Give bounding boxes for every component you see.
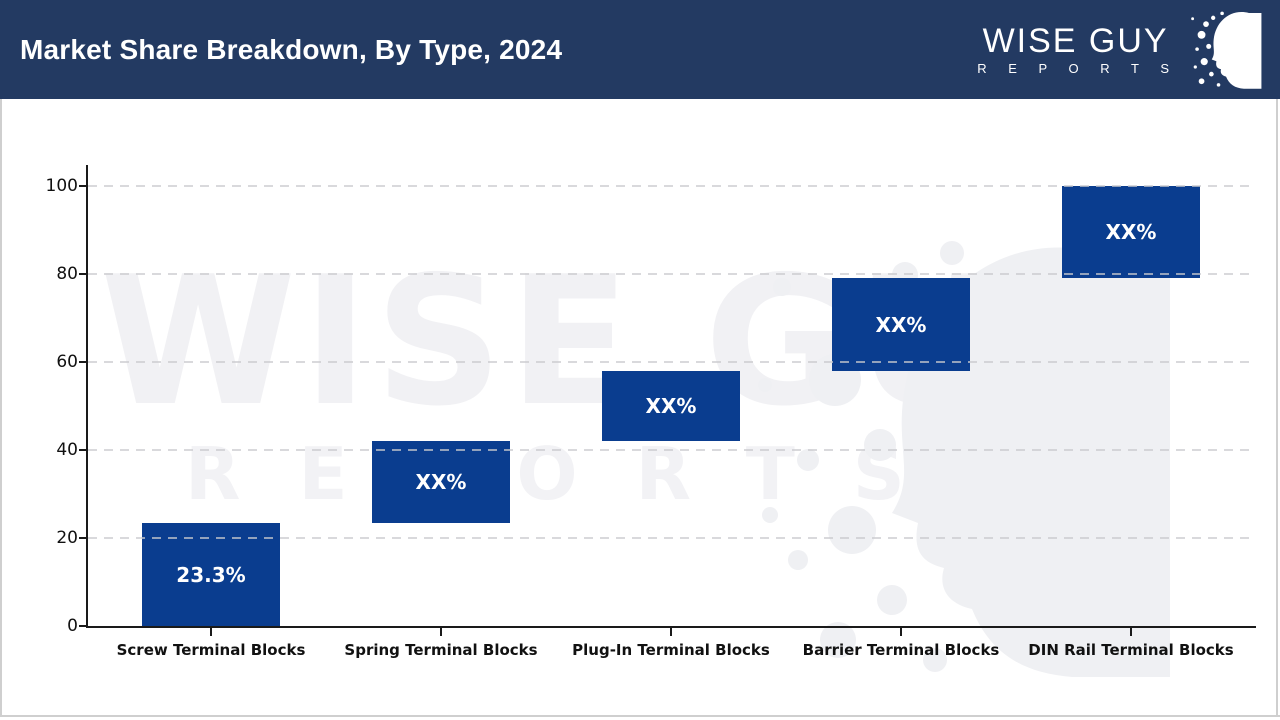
y-tick-label-80: 80 [56, 264, 78, 284]
bar-segment: XX% [832, 278, 970, 371]
x-category-label: Spring Terminal Blocks [344, 641, 538, 659]
wise-guy-logo: WISE GUY R E P O R T S [973, 0, 1262, 99]
logo-wordmark: WISE GUY [982, 21, 1169, 60]
bar-value-label: XX% [415, 470, 467, 495]
gridline-y-60 [88, 361, 1256, 363]
bar-segment: 23.3% [142, 523, 280, 626]
y-tick-mark-100 [79, 185, 86, 187]
y-tick-mark-0 [79, 625, 86, 627]
x-tick-mark [210, 628, 212, 636]
x-axis-line [86, 626, 1256, 628]
y-tick-mark-80 [79, 273, 86, 275]
y-tick-mark-60 [79, 361, 86, 363]
gridline-y-100 [88, 185, 1256, 187]
bar-value-label: XX% [875, 312, 927, 337]
y-tick-mark-40 [79, 449, 86, 451]
x-tick-mark [440, 628, 442, 636]
x-category-label: Plug-In Terminal Blocks [572, 641, 770, 659]
bar-value-label: XX% [645, 393, 697, 418]
bar-value-label: 23.3% [176, 562, 246, 587]
gridline-y-40 [88, 449, 1256, 451]
card-border-left [0, 99, 2, 717]
bar-segment: XX% [372, 441, 510, 524]
x-category-label: Screw Terminal Blocks [116, 641, 306, 659]
x-tick-mark [670, 628, 672, 636]
bar-segment: XX% [1062, 186, 1200, 279]
logo-subtitle: R E P O R T S [977, 60, 1178, 76]
y-tick-label-20: 20 [56, 528, 78, 548]
y-tick-label-100: 100 [45, 176, 78, 196]
watermark-subtitle: REPORTS [185, 432, 963, 516]
y-tick-label-40: 40 [56, 440, 78, 460]
x-tick-mark [900, 628, 902, 636]
page-title: Market Share Breakdown, By Type, 2024 [20, 33, 563, 65]
x-category-label: Barrier Terminal Blocks [802, 641, 1000, 659]
card-border-bottom [0, 715, 1280, 717]
y-tick-label-60: 60 [56, 352, 78, 372]
plot-area: 0 20 40 60 80 100 23.3% Screw Terminal Blocks XX… [46, 165, 1256, 659]
y-tick-mark-20 [79, 537, 86, 539]
bar-value-label: XX% [1105, 220, 1157, 245]
header-bar: Market Share Breakdown, By Type, 2024 WI… [0, 0, 1280, 99]
y-tick-label-0: 0 [67, 616, 78, 636]
logo-head-icon [1191, 11, 1262, 89]
card-border-right [1276, 99, 1278, 717]
x-category-label: DIN Rail Terminal Blocks [1028, 641, 1234, 659]
x-tick-mark [1130, 628, 1132, 636]
y-axis-line [86, 165, 88, 628]
gridline-y-20 [88, 537, 1256, 539]
bar-segment: XX% [602, 370, 740, 442]
logo-text: WISE GUY R E P O R T S [973, 24, 1178, 76]
gridline-y-80 [88, 273, 1256, 275]
